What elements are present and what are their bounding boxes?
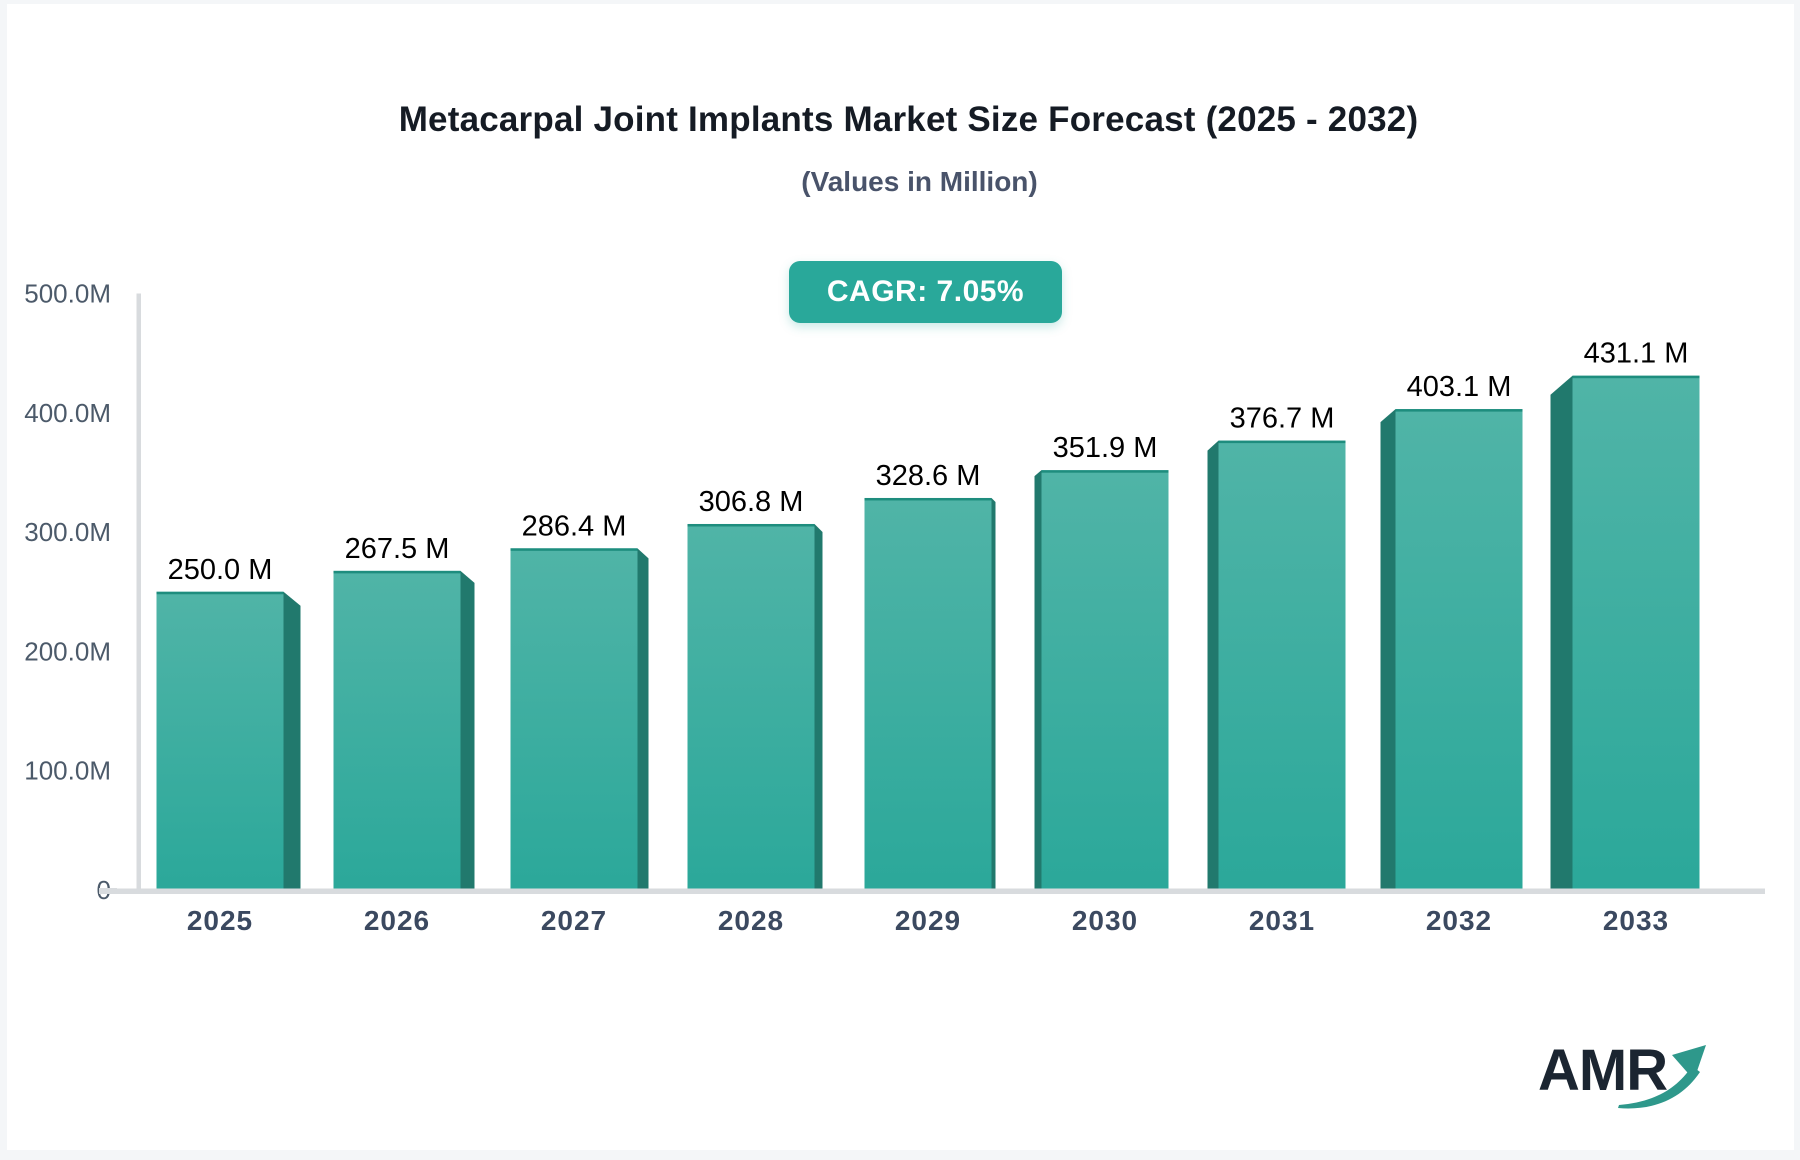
x-axis-label: 2026 [364,905,430,936]
bar-2030 [1041,470,1169,890]
x-axis-label: 2033 [1603,905,1669,936]
bar-value-label: 403.1 M [1407,371,1512,403]
y-tick-label: 100.0M [24,756,111,786]
bar-2025 [156,591,284,890]
bar-value-label: 250.0 M [168,554,273,586]
bar-side-2026 [460,570,475,890]
chart-subtitle: (Values in Million) [801,166,1038,197]
x-axis-label: 2030 [1072,905,1138,936]
bar-side-2031 [1207,440,1219,890]
bar-top-edge-2026 [333,570,461,574]
bar-value-label: 267.5 M [345,533,450,565]
bar-side-2030 [1034,470,1042,890]
y-tick-label: 200.0M [24,636,111,666]
y-axis-line [136,293,141,890]
cagr-badge-wrap: CAGR: 7.05% [32,261,1800,323]
bar-value-label: 376.7 M [1230,403,1335,435]
bar-value-label: 306.8 M [699,486,804,518]
bar-top-edge-2027 [510,548,638,551]
bar-value-label: 351.9 M [1053,432,1158,464]
bar-top-edge-2029 [864,497,992,501]
bar-value-label: 328.6 M [876,460,981,492]
bar-top-edge-2025 [156,591,284,595]
x-axis-label: 2028 [718,905,784,936]
bar-side-2032 [1380,409,1396,890]
y-tick-label: 500.0M [24,279,111,309]
x-axis-label: 2029 [895,905,961,936]
bar-top-edge-2031 [1218,440,1346,444]
bar-top-edge-2028 [687,523,815,527]
chart-card: Metacarpal Joint Implants Market Size Fo… [7,4,1794,1150]
bar-side-2029 [991,497,996,890]
bar-2029 [864,497,992,890]
cagr-badge: CAGR: 7.05% [788,261,1063,323]
y-tick-label: 300.0M [24,517,111,547]
bar-2027 [510,548,638,890]
y-tick-label: 400.0M [24,398,111,428]
bar-value-label: 286.4 M [522,510,627,542]
bar-top-edge-2033 [1572,375,1700,379]
logo-arrow-head [1672,1045,1706,1080]
bar-side-2033 [1550,375,1573,890]
bar-2032 [1395,409,1523,890]
bar-side-2027 [637,548,649,890]
chart-title: Metacarpal Joint Implants Market Size Fo… [398,100,1419,139]
x-axis-label: 2027 [541,905,607,936]
bar-2026 [333,570,461,890]
x-axis-label: 2025 [187,905,253,936]
x-axis-label: 2032 [1426,905,1492,936]
bar-top-edge-2030 [1041,470,1169,473]
x-axis-label: 2031 [1249,905,1315,936]
bar-side-2025 [283,591,301,890]
bar-value-label: 431.1 M [1584,338,1689,370]
bar-top-edge-2032 [1395,409,1523,412]
bar-2031 [1218,440,1346,890]
amr-logo-text: AMR [1538,1038,1668,1103]
x-axis-line [99,888,1765,894]
bar-side-2028 [814,523,823,890]
bar-2033 [1572,375,1700,890]
bar-2028 [687,523,815,890]
